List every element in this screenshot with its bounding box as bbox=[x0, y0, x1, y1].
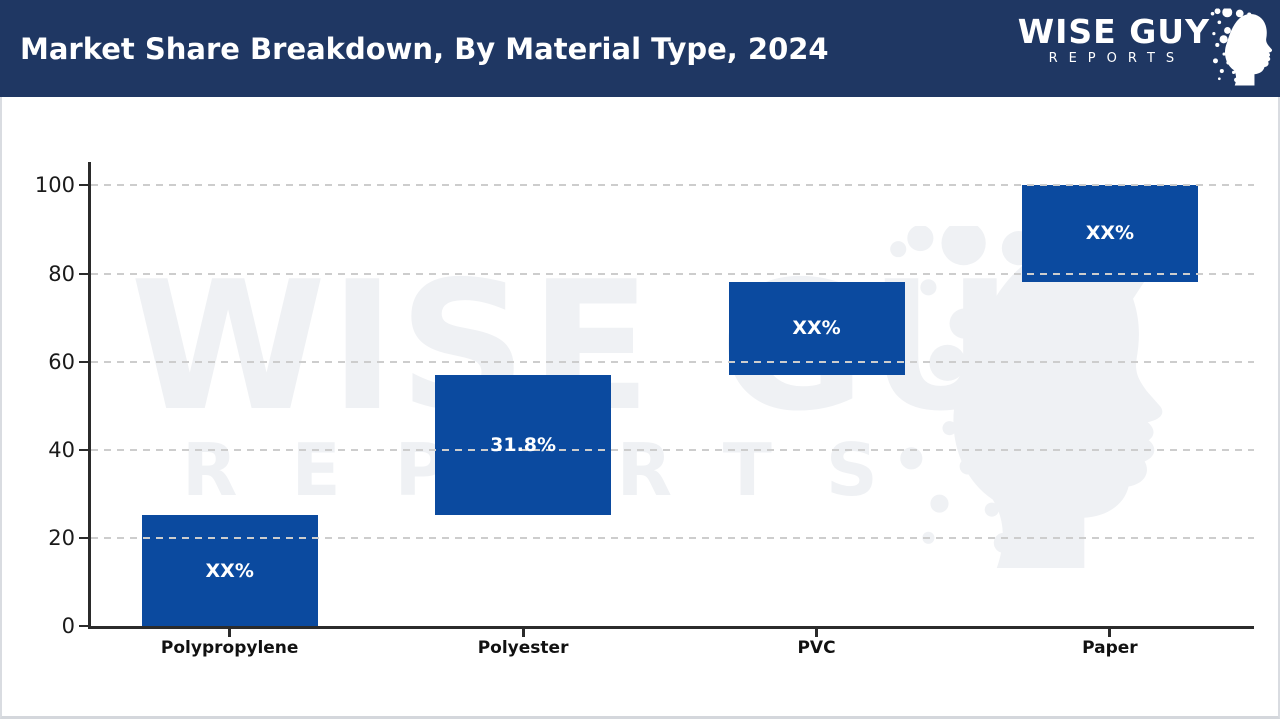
x-tick bbox=[815, 629, 818, 637]
y-tick-label: 80 bbox=[48, 261, 75, 286]
x-axis-label: Polyester bbox=[477, 638, 569, 658]
bar bbox=[1021, 185, 1198, 282]
x-tick bbox=[1108, 629, 1112, 637]
y-tick-label: 20 bbox=[48, 526, 75, 551]
y-tick-label: 40 bbox=[48, 438, 75, 462]
y-tick bbox=[79, 184, 88, 187]
gridline bbox=[91, 184, 1254, 187]
x-axis-label: PVC bbox=[797, 638, 836, 658]
y-tick-label: 60 bbox=[48, 349, 75, 374]
bar-value-label: XX% bbox=[1085, 222, 1135, 245]
header-bar: Market Share Breakdown, By Material Type… bbox=[0, 0, 1280, 97]
x-tick bbox=[521, 629, 525, 637]
y-tick bbox=[79, 537, 88, 540]
x-axis-label: Paper bbox=[1082, 638, 1138, 658]
gridline bbox=[91, 537, 1254, 540]
y-tick-label: 0 bbox=[61, 614, 75, 639]
y-tick bbox=[79, 360, 88, 363]
bar bbox=[435, 375, 612, 516]
x-axis-label: Polypropylene bbox=[160, 638, 299, 658]
x-axis-line bbox=[88, 626, 1254, 629]
y-axis-line bbox=[88, 162, 91, 629]
bar-value-label: 31.8% bbox=[490, 434, 557, 457]
bar-value-label: XX% bbox=[205, 559, 254, 582]
gridline bbox=[91, 449, 1254, 451]
chart-title: Market Share Breakdown, By Material Type… bbox=[20, 31, 829, 66]
y-tick-label: 100 bbox=[34, 173, 75, 198]
y-tick bbox=[79, 449, 88, 451]
y-tick bbox=[79, 625, 88, 628]
brand-subtitle: REPORTS bbox=[1048, 51, 1186, 67]
y-tick bbox=[79, 272, 88, 275]
gridline bbox=[91, 272, 1254, 275]
bar-value-label: XX% bbox=[792, 317, 841, 340]
plot-area: 0 20 40 60 80 100 Polypropylene Polyester PVC Pap… bbox=[0, 97, 1280, 720]
brand-name: WISE GUY bbox=[1017, 12, 1210, 51]
bar bbox=[141, 515, 318, 627]
brand-head-icon bbox=[1208, 8, 1276, 86]
x-tick bbox=[228, 629, 232, 637]
gridline bbox=[91, 360, 1254, 363]
bar bbox=[728, 281, 905, 376]
brand-logo: WISE GUY REPORTS bbox=[1017, 12, 1210, 67]
